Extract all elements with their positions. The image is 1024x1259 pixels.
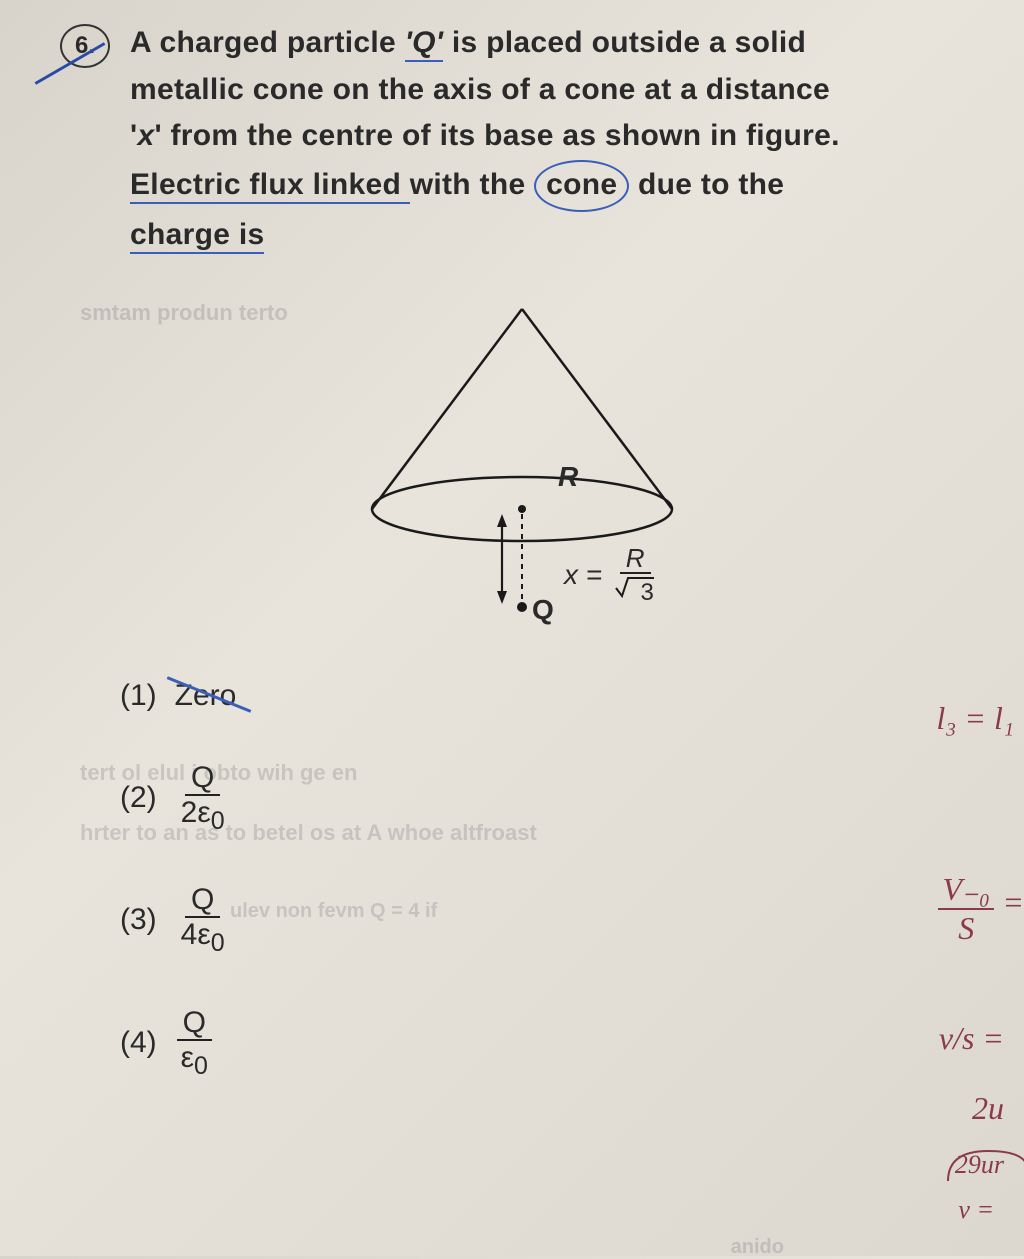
option-3-den-sub: 0 xyxy=(211,929,225,957)
q-x-symbol: x xyxy=(137,119,154,152)
q-flux-phrase: Electric flux linked xyxy=(130,168,410,204)
option-3: (3) Q 4ε0 xyxy=(120,883,984,958)
q-line1-pre: A charged particle xyxy=(130,26,405,59)
handwritten-1: l₃ = l₁ xyxy=(936,700,1014,737)
option-4-frac-den: ε0 xyxy=(175,1041,214,1081)
option-1: (1) Zero xyxy=(120,679,984,713)
option-2-frac-num: Q xyxy=(185,761,220,796)
q-line5: charge is xyxy=(130,218,264,254)
option-3-den-eps: ε xyxy=(197,918,210,951)
q-line2: metallic cone on the axis of a cone at a… xyxy=(130,73,830,106)
option-3-frac-num: Q xyxy=(185,883,220,918)
cone-charge-label: Q xyxy=(532,594,554,626)
handwritten-2-den: S xyxy=(958,910,974,947)
q-line4-post: due to the xyxy=(629,168,784,201)
cone-eq-radical: 3 xyxy=(640,579,653,606)
option-2-frac-den: 2ε0 xyxy=(175,796,231,836)
option-3-frac: Q 4ε0 xyxy=(175,883,231,958)
options-list: (1) Zero (2) Q 2ε0 (3) Q 4ε0 (4) xyxy=(120,679,984,1081)
handwritten-2-num: V₋₀ xyxy=(938,870,994,910)
cone-equation: x = R 3 xyxy=(564,544,662,608)
option-3-frac-den: 4ε0 xyxy=(175,918,231,958)
option-2-den-coef: 2 xyxy=(181,796,198,829)
cone-eq-lhs: x = xyxy=(564,559,602,591)
q-line1-post: is placed outside a solid xyxy=(443,26,806,59)
question-header: 6. A charged particle 'Q' is placed outs… xyxy=(60,20,984,259)
cone-diagram: R Q x = R 3 xyxy=(302,289,742,649)
cone-radius-label: R xyxy=(558,461,578,493)
handwritten-2: V₋₀ S = xyxy=(938,870,994,947)
q-charge-symbol: 'Q' xyxy=(405,26,444,62)
q-with: with the xyxy=(410,168,534,201)
option-2-num: (2) xyxy=(120,781,157,815)
handwritten-5: 29ur xyxy=(955,1150,1004,1180)
handwritten-4: 2u xyxy=(972,1090,1004,1127)
option-3-den-coef: 4 xyxy=(181,918,198,951)
option-3-num: (3) xyxy=(120,903,157,937)
option-4-frac: Q ε0 xyxy=(175,1006,214,1081)
q-cone-circled: cone xyxy=(534,160,629,213)
question-text: A charged particle 'Q' is placed outside… xyxy=(130,20,840,259)
option-1-num: (1) xyxy=(120,679,157,713)
cone-eq-den: 3 xyxy=(608,574,662,607)
option-2-frac: Q 2ε0 xyxy=(175,761,231,836)
ghost-text: smtam produn terto xyxy=(80,300,288,326)
option-4-den-eps: ε xyxy=(181,1041,194,1074)
exam-page: 6. A charged particle 'Q' is placed outs… xyxy=(0,0,1024,1148)
option-2: (2) Q 2ε0 xyxy=(120,761,984,836)
option-4-num: (4) xyxy=(120,1026,157,1060)
cone-eq-num: R xyxy=(620,544,651,575)
q-line3-mid: ' from the centre of its base as shown i… xyxy=(154,119,839,152)
option-4: (4) Q ε0 xyxy=(120,1006,984,1081)
handwritten-3: v/s = xyxy=(939,1020,1004,1057)
handwritten-6: v = xyxy=(958,1195,994,1225)
cone-eq-frac: R 3 xyxy=(608,544,662,608)
option-2-den-sub: 0 xyxy=(211,807,225,835)
cone-svg xyxy=(302,289,742,649)
option-2-den-eps: ε xyxy=(197,796,210,829)
option-4-frac-num: Q xyxy=(177,1006,212,1041)
option-4-den-sub: 0 xyxy=(194,1052,208,1080)
